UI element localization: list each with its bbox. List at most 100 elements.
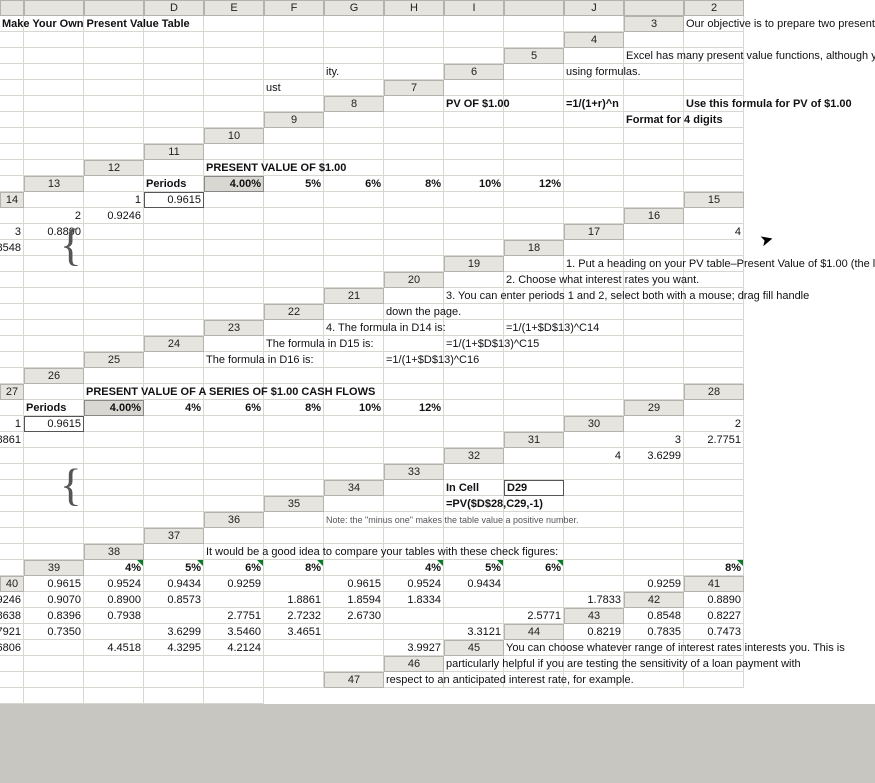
cell[interactable]: 0.7835 — [624, 624, 684, 640]
cell[interactable] — [24, 352, 84, 368]
cell[interactable] — [384, 608, 444, 624]
cell[interactable] — [564, 384, 624, 400]
cell[interactable]: 3 — [624, 432, 684, 448]
cell[interactable] — [444, 240, 504, 256]
cell[interactable] — [144, 128, 204, 144]
row-header[interactable]: 26 — [24, 368, 84, 384]
cell[interactable]: 2.7751 — [204, 608, 264, 624]
row-header[interactable]: 5 — [504, 48, 564, 64]
cell[interactable] — [324, 80, 384, 96]
cell[interactable] — [0, 208, 24, 224]
cell[interactable]: 0.8900 — [84, 592, 144, 608]
row-header[interactable]: 37 — [144, 528, 204, 544]
cell[interactable] — [564, 160, 624, 176]
cell[interactable] — [0, 368, 24, 384]
cell[interactable]: Note: the "minus one" makes the table va… — [324, 512, 384, 528]
cell[interactable] — [384, 448, 444, 464]
cell[interactable] — [264, 96, 324, 112]
row-header[interactable]: 22 — [264, 304, 324, 320]
spreadsheet-grid[interactable]: DEFGHIJ2Make Your Own Present Value Tabl… — [0, 0, 875, 704]
cell[interactable] — [444, 400, 504, 416]
cell[interactable] — [384, 336, 444, 352]
cell[interactable] — [504, 160, 564, 176]
cell[interactable] — [144, 32, 204, 48]
cell[interactable] — [324, 432, 384, 448]
cell[interactable] — [144, 48, 204, 64]
column-header[interactable] — [504, 0, 564, 16]
cell[interactable] — [24, 288, 84, 304]
cell[interactable] — [564, 16, 624, 32]
row-header[interactable]: 31 — [504, 432, 564, 448]
cell[interactable] — [684, 144, 744, 160]
cell[interactable] — [384, 240, 444, 256]
column-header[interactable] — [0, 0, 24, 16]
cell[interactable] — [684, 160, 744, 176]
cell[interactable] — [324, 16, 384, 32]
cell[interactable] — [564, 464, 624, 480]
cell[interactable] — [24, 384, 84, 400]
cell[interactable] — [384, 384, 444, 400]
column-header[interactable]: H — [384, 0, 444, 16]
cell[interactable] — [84, 320, 144, 336]
cell[interactable] — [624, 320, 684, 336]
cell[interactable] — [204, 256, 264, 272]
cell[interactable] — [84, 256, 144, 272]
column-header[interactable]: F — [264, 0, 324, 16]
cell[interactable] — [144, 352, 204, 368]
row-header[interactable]: 12 — [84, 160, 144, 176]
cell[interactable] — [24, 512, 84, 528]
row-header[interactable]: 2 — [684, 0, 744, 16]
cell[interactable]: PRESENT VALUE OF $1.00 — [204, 160, 264, 176]
cell[interactable] — [504, 128, 564, 144]
cell[interactable] — [264, 576, 324, 592]
cell[interactable]: 0.8227 — [684, 608, 744, 624]
cell[interactable] — [204, 432, 264, 448]
cell[interactable]: 1.8594 — [324, 592, 384, 608]
cell[interactable] — [264, 240, 324, 256]
cell[interactable] — [0, 320, 24, 336]
row-header[interactable]: 8 — [324, 96, 384, 112]
cell[interactable]: 0.8396 — [24, 608, 84, 624]
cell[interactable] — [0, 480, 24, 496]
cell[interactable] — [264, 144, 324, 160]
cell[interactable] — [24, 672, 84, 688]
cell[interactable] — [324, 416, 384, 432]
cell[interactable] — [564, 48, 624, 64]
cell[interactable]: =1/(1+$D$13)^C14 — [504, 320, 564, 336]
cell[interactable]: 0.9259 — [624, 576, 684, 592]
cell[interactable] — [384, 192, 444, 208]
cell[interactable] — [204, 288, 264, 304]
cell[interactable]: 5% — [144, 560, 204, 576]
cell[interactable] — [204, 464, 264, 480]
cell[interactable] — [624, 144, 684, 160]
cell[interactable] — [204, 496, 264, 512]
cell[interactable] — [84, 304, 144, 320]
cell[interactable] — [24, 432, 84, 448]
cell[interactable]: 0.9259 — [204, 576, 264, 592]
cell[interactable] — [624, 176, 684, 192]
cell[interactable] — [324, 112, 384, 128]
cell[interactable] — [84, 288, 144, 304]
cell[interactable]: 2 — [684, 416, 744, 432]
cell[interactable] — [324, 560, 384, 576]
cell[interactable] — [0, 464, 24, 480]
cell[interactable] — [624, 528, 684, 544]
cell[interactable] — [0, 304, 24, 320]
cell[interactable] — [384, 480, 444, 496]
cell[interactable] — [504, 224, 564, 240]
cell[interactable] — [0, 32, 24, 48]
cell[interactable]: PRESENT VALUE OF A SERIES OF $1.00 CASH … — [84, 384, 144, 400]
cell[interactable] — [0, 672, 24, 688]
cell[interactable] — [564, 576, 624, 592]
row-header[interactable]: 11 — [144, 144, 204, 160]
cell[interactable] — [564, 544, 624, 560]
cell[interactable] — [264, 480, 324, 496]
cell[interactable] — [384, 416, 444, 432]
cell[interactable] — [204, 448, 264, 464]
cell[interactable] — [84, 224, 144, 240]
cell[interactable] — [684, 336, 744, 352]
cell[interactable] — [384, 32, 444, 48]
cell[interactable]: using formulas. — [564, 64, 624, 80]
cell[interactable] — [504, 208, 564, 224]
cell[interactable] — [324, 448, 384, 464]
